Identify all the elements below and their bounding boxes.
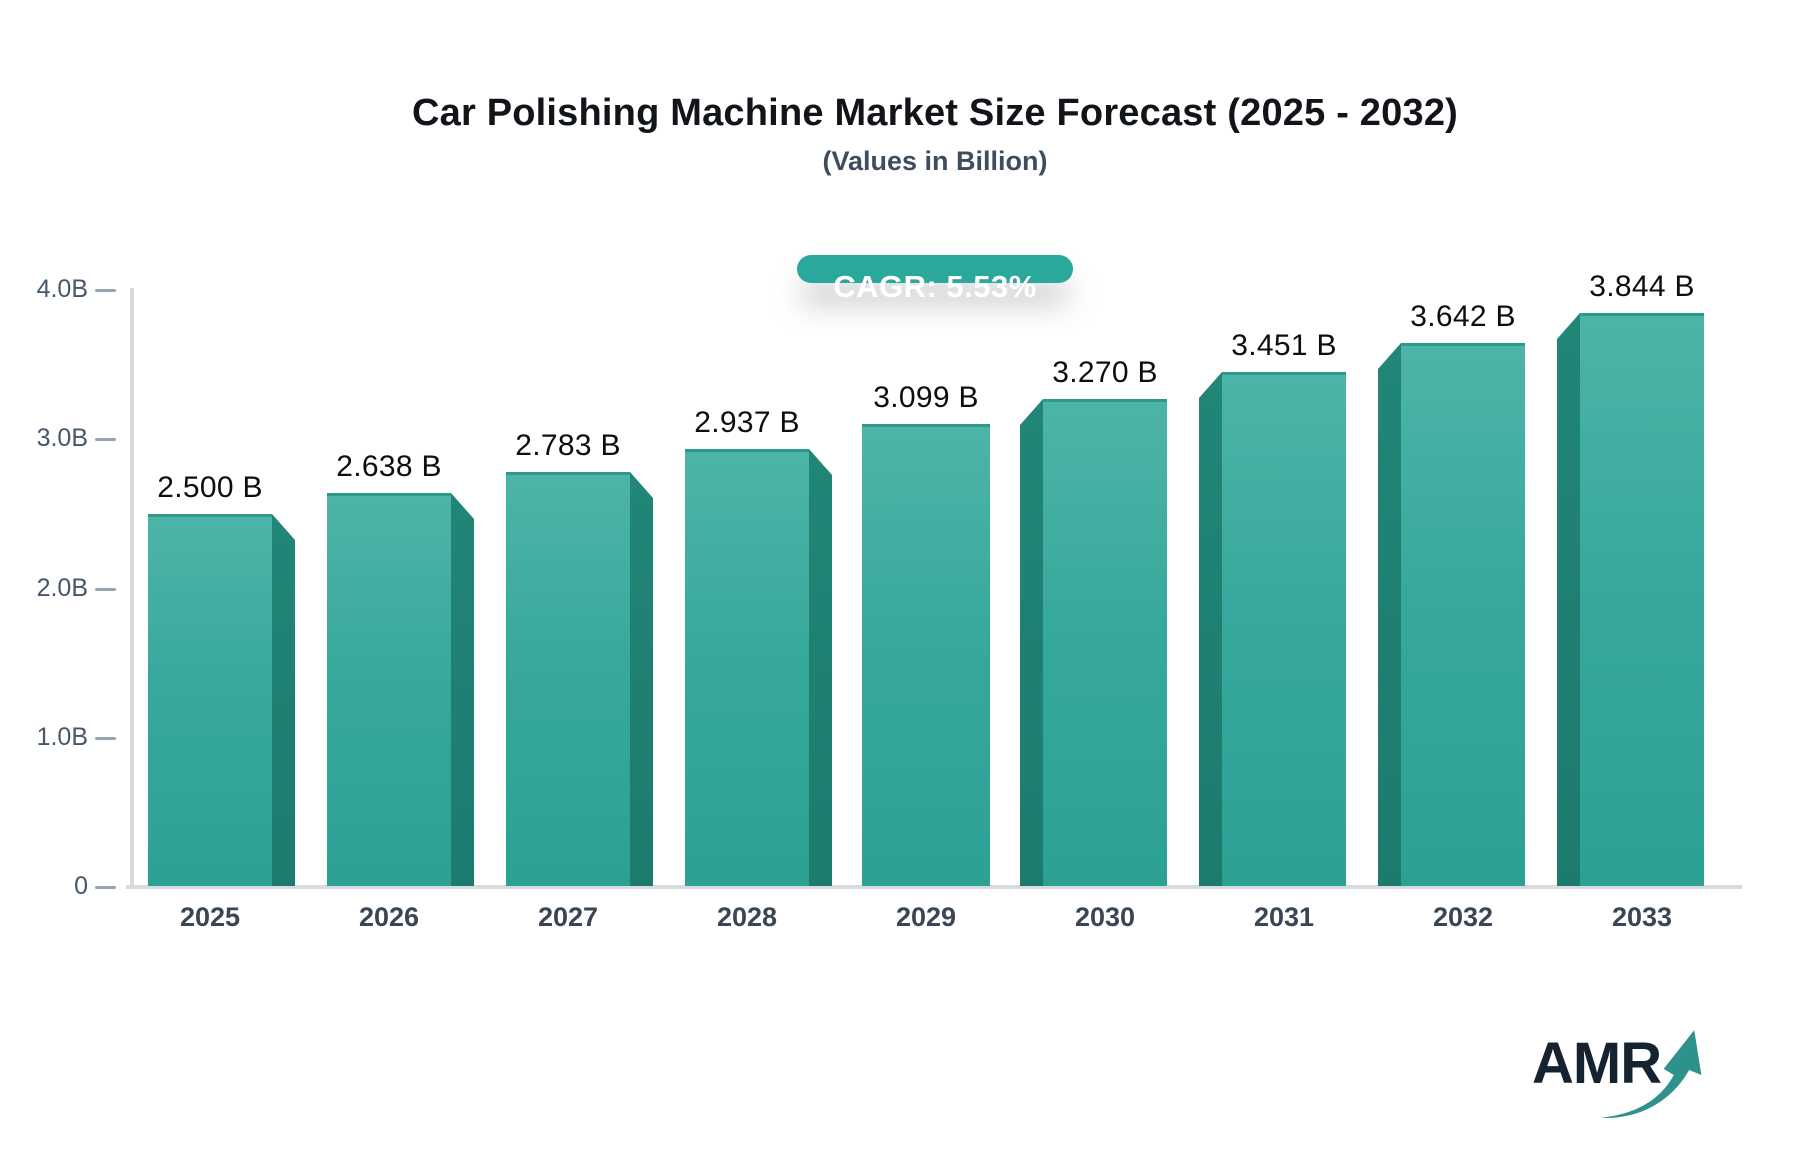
chart-subtitle: (Values in Billion) bbox=[822, 146, 1048, 176]
bar-value-label-2029: 3.099 B bbox=[873, 381, 979, 414]
y-tick-label: 2.0B bbox=[36, 573, 88, 602]
bar-2025 bbox=[148, 514, 272, 886]
bar-2030 bbox=[1043, 399, 1167, 886]
amr-logo: AMR bbox=[1520, 1018, 1740, 1128]
bar-2029 bbox=[862, 424, 990, 886]
bar-side-2025 bbox=[272, 514, 295, 886]
y-tick-mark bbox=[95, 736, 116, 740]
bar-2033 bbox=[1580, 313, 1704, 886]
bar-side-2030 bbox=[1020, 399, 1043, 886]
x-tick-label-2027: 2027 bbox=[537, 902, 599, 932]
bar-side-2032 bbox=[1378, 343, 1401, 886]
chart-title: Car Polishing Machine Market Size Foreca… bbox=[411, 92, 1459, 134]
x-axis bbox=[126, 885, 1742, 889]
y-tick-mark bbox=[95, 438, 116, 442]
bar-value-label-2033: 3.844 B bbox=[1589, 270, 1695, 303]
y-tick-mark bbox=[95, 587, 116, 591]
x-tick-label-2033: 2033 bbox=[1611, 902, 1673, 932]
x-tick-label-2025: 2025 bbox=[179, 902, 241, 932]
bar-value-label-2031: 3.451 B bbox=[1231, 329, 1337, 362]
bar-side-2031 bbox=[1199, 372, 1222, 886]
bar-side-2028 bbox=[809, 449, 832, 886]
bar-value-label-2025: 2.500 B bbox=[157, 471, 263, 504]
bar-2032 bbox=[1401, 343, 1525, 886]
amr-logo-text: AMR bbox=[1532, 1031, 1662, 1096]
bar-2031 bbox=[1222, 372, 1346, 886]
bar-value-label-2030: 3.270 B bbox=[1052, 356, 1158, 389]
bar-value-label-2026: 2.638 B bbox=[336, 450, 442, 483]
y-axis bbox=[130, 288, 134, 887]
y-tick-mark bbox=[95, 289, 116, 292]
x-tick-label-2031: 2031 bbox=[1253, 902, 1315, 932]
x-tick-label-2029: 2029 bbox=[895, 902, 957, 932]
x-tick-label-2030: 2030 bbox=[1074, 902, 1136, 932]
y-tick-label: 1.0B bbox=[36, 722, 88, 751]
y-tick-label: 4.0B bbox=[36, 275, 88, 303]
bar-side-2026 bbox=[451, 493, 474, 886]
y-tick-label: 0 bbox=[74, 872, 88, 900]
bar-2026 bbox=[327, 493, 451, 886]
bar-value-label-2032: 3.642 B bbox=[1410, 300, 1516, 333]
bar-2027 bbox=[506, 472, 630, 886]
bar-value-label-2027: 2.783 B bbox=[515, 429, 621, 462]
cagr-badge-label: CAGR: 5.53% bbox=[797, 255, 1073, 304]
bar-side-2027 bbox=[630, 472, 653, 886]
y-tick-mark bbox=[95, 886, 116, 889]
y-tick-label: 3.0B bbox=[36, 424, 88, 453]
bar-side-2033 bbox=[1557, 313, 1580, 886]
bar-2028 bbox=[685, 449, 809, 886]
x-tick-label-2026: 2026 bbox=[358, 902, 420, 932]
x-tick-label-2032: 2032 bbox=[1432, 902, 1494, 932]
growth-arrow-icon bbox=[1600, 1030, 1702, 1119]
bar-value-label-2028: 2.937 B bbox=[694, 406, 800, 439]
x-tick-label-2028: 2028 bbox=[716, 902, 778, 932]
